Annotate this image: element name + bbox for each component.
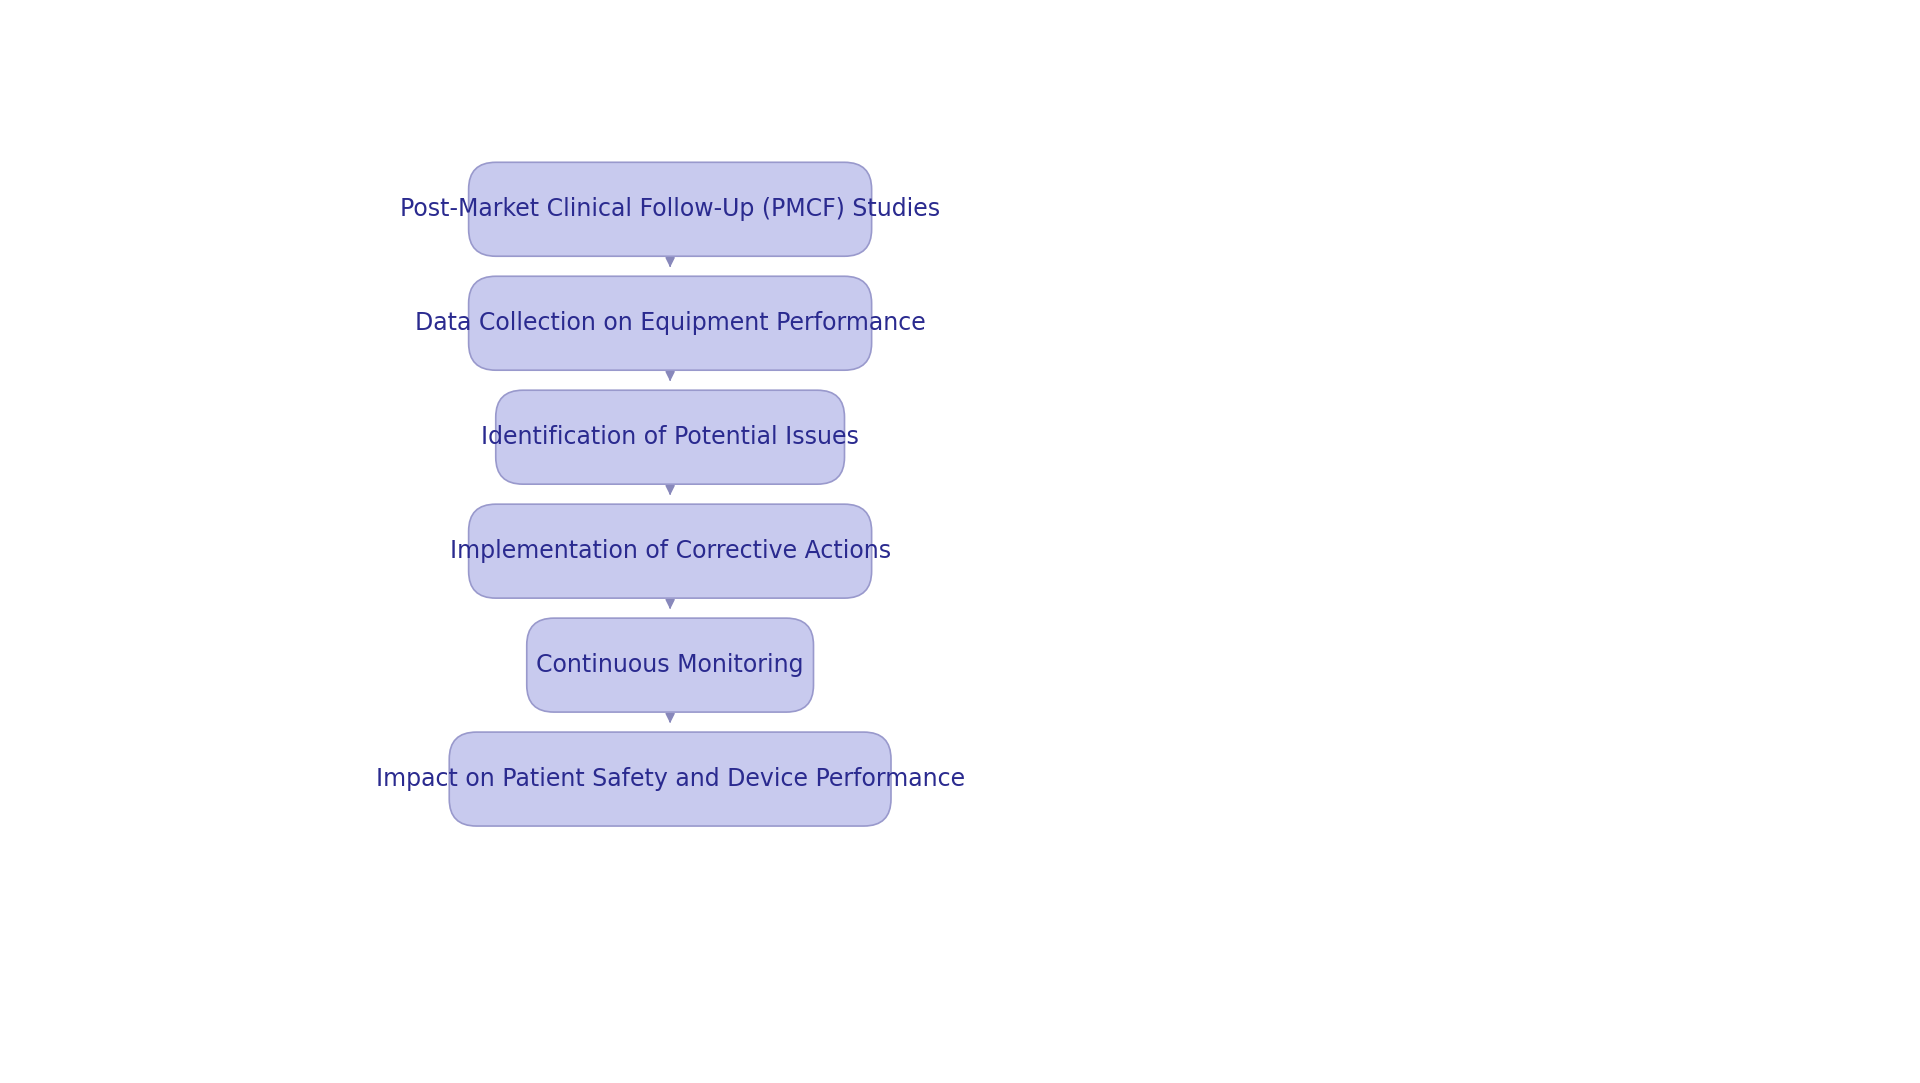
FancyBboxPatch shape [468,276,872,370]
FancyBboxPatch shape [468,162,872,257]
FancyBboxPatch shape [526,618,814,713]
Text: Impact on Patient Safety and Device Performance: Impact on Patient Safety and Device Perf… [376,767,964,791]
FancyBboxPatch shape [495,390,845,484]
Text: Identification of Potential Issues: Identification of Potential Issues [482,426,858,449]
Text: Data Collection on Equipment Performance: Data Collection on Equipment Performance [415,311,925,336]
Text: Post-Market Clinical Follow-Up (PMCF) Studies: Post-Market Clinical Follow-Up (PMCF) St… [399,197,941,221]
Text: Implementation of Corrective Actions: Implementation of Corrective Actions [449,539,891,563]
FancyBboxPatch shape [468,505,872,598]
Text: Continuous Monitoring: Continuous Monitoring [536,653,804,677]
FancyBboxPatch shape [449,732,891,826]
